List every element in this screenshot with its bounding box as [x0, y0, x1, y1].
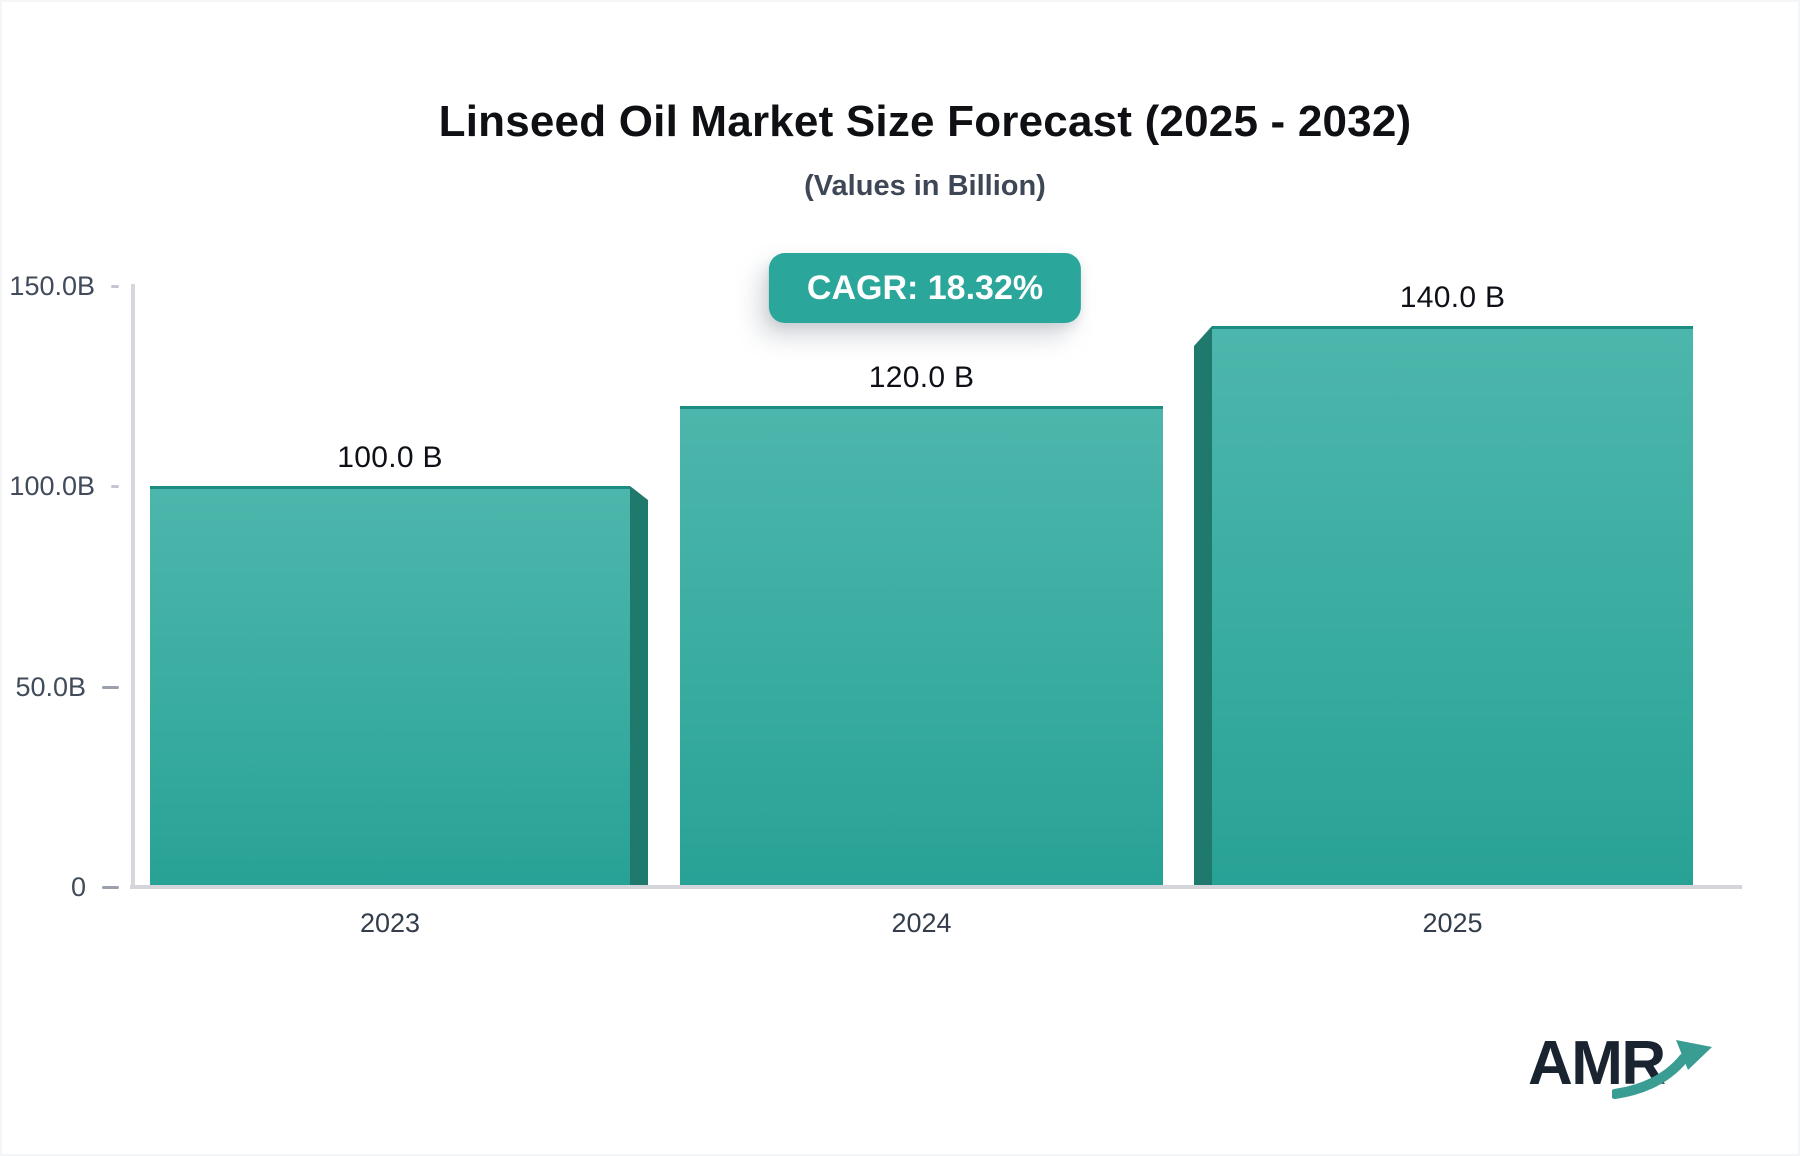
bar-2023: [150, 486, 630, 885]
bar-value-label: 120.0 B: [868, 361, 975, 394]
x-axis-label: 2025: [1422, 908, 1483, 938]
y-axis-tick-label: 100.0B: [9, 471, 95, 501]
bar-side-panel: [630, 486, 648, 885]
chart-title: Linseed Oil Market Size Forecast (2025 -…: [438, 97, 1412, 146]
trending-up-arrow-icon: [1612, 1040, 1712, 1099]
x-axis-label: 2024: [891, 908, 952, 938]
y-axis-tick-label: 50.0B: [15, 671, 86, 702]
cagr-badge: CAGR: 18.32%: [768, 253, 1082, 323]
bar-2024: [680, 406, 1163, 885]
bar-value-label: 100.0 B: [337, 441, 443, 474]
bar-2025: [1212, 326, 1693, 885]
amr-logo: AMR: [1528, 1032, 1728, 1118]
y-axis-tick-mark: [102, 685, 119, 689]
x-axis-label: 2023: [359, 908, 421, 938]
bar-value-label: 140.0 B: [1399, 281, 1506, 314]
bar-side-panel: [1194, 326, 1212, 885]
y-axis-tick-mark: [102, 886, 119, 889]
y-axis-tick-label: 150.0B: [9, 270, 95, 301]
chart-subtitle: (Values in Billion): [804, 170, 1046, 202]
y-axis-tick-label: 0: [70, 872, 86, 902]
chart-header: Linseed Oil Market Size Forecast (2025 -…: [130, 0, 1720, 340]
y-axis-tick-mark: [111, 485, 119, 488]
x-axis-line: [130, 885, 1742, 889]
y-axis-tick-mark: [111, 284, 119, 288]
y-axis-line: [131, 284, 135, 889]
